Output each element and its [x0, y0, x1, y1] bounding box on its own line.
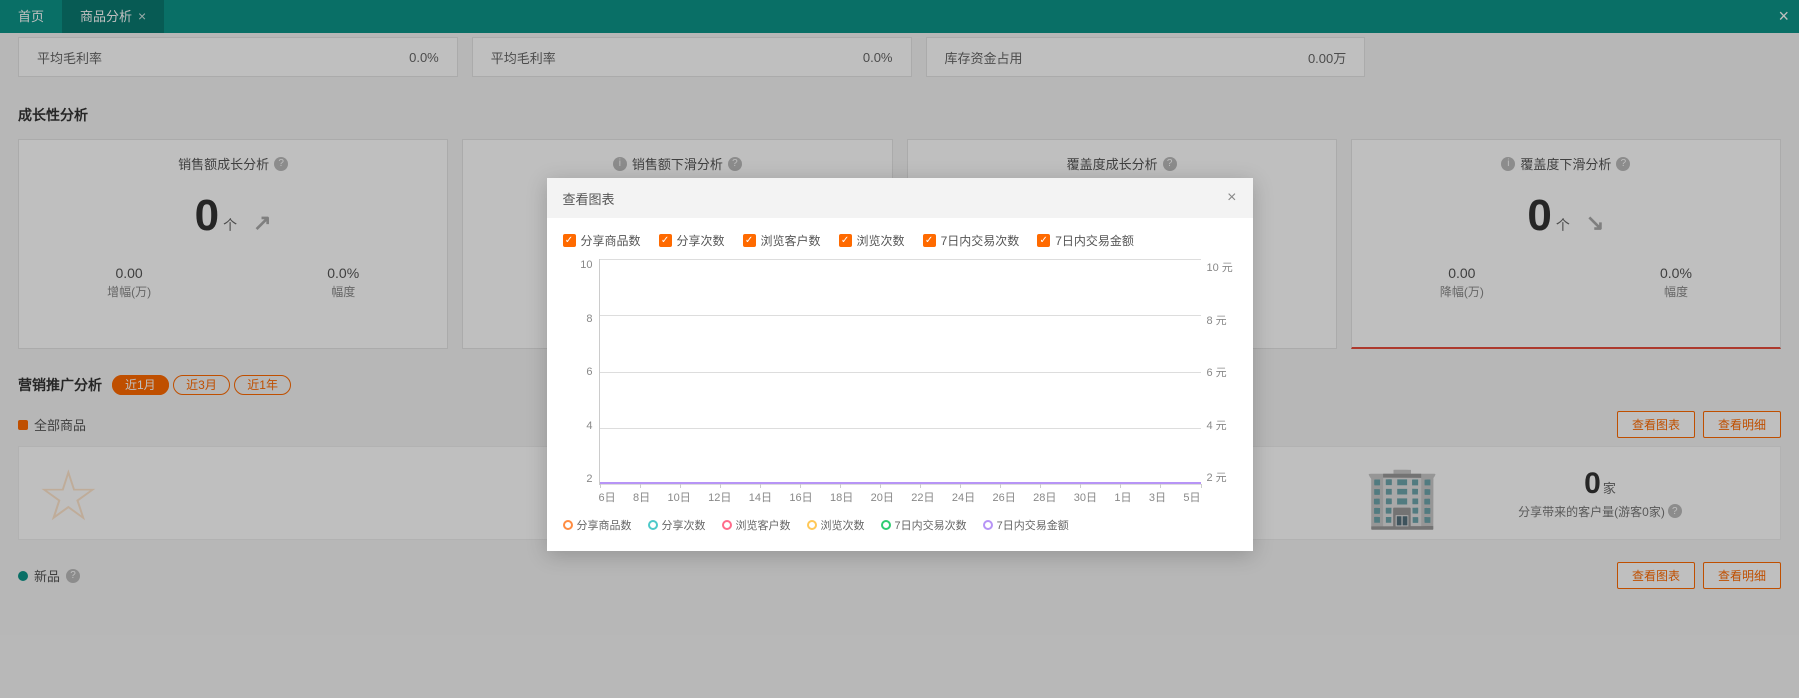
legend-item[interactable]: 分享商品数: [563, 517, 632, 533]
y-tick: 10: [563, 259, 593, 271]
gridline: [600, 259, 1201, 260]
x-tick-mark: [1120, 484, 1121, 488]
legend-marker-icon: [563, 520, 573, 530]
x-tick: 22日: [911, 489, 934, 509]
y-tick: 2 元: [1207, 469, 1237, 485]
line-chart: 10 8 6 4 2 10 元 8 元 6 元 4 元 2 元 6日 8日 10日 12日 14日 16日…: [563, 259, 1237, 509]
x-tick-mark: [1201, 484, 1202, 488]
x-tick: 3日: [1149, 489, 1166, 509]
y-tick: 10 元: [1207, 259, 1237, 275]
x-tick: 6日: [599, 489, 616, 509]
x-tick-mark: [640, 484, 641, 488]
close-icon[interactable]: ×: [1227, 189, 1236, 207]
x-tick: 12日: [708, 489, 731, 509]
modal-overlay[interactable]: 查看图表 × ✓分享商品数 ✓分享次数 ✓浏览客户数 ✓浏览次数 ✓7日内交易次…: [0, 0, 1799, 698]
checkbox-icon: ✓: [923, 234, 936, 247]
x-tick-mark: [1040, 484, 1041, 488]
checkbox-icon: ✓: [563, 234, 576, 247]
x-tick-mark: [1080, 484, 1081, 488]
series-checkbox[interactable]: ✓7日内交易次数: [923, 232, 1020, 249]
y-tick: 2: [563, 473, 593, 485]
series-checkbox[interactable]: ✓7日内交易金额: [1037, 232, 1134, 249]
x-tick-mark: [760, 484, 761, 488]
legend-item[interactable]: 浏览客户数: [722, 517, 791, 533]
y-tick: 6: [563, 366, 593, 378]
checkbox-icon: ✓: [659, 234, 672, 247]
legend-item[interactable]: 浏览次数: [807, 517, 865, 533]
gridline: [600, 372, 1201, 373]
y-tick: 4: [563, 420, 593, 432]
series-line: [600, 482, 1201, 484]
x-tick-mark: [720, 484, 721, 488]
gridline: [600, 315, 1201, 316]
x-tick: 28日: [1033, 489, 1056, 509]
legend-item[interactable]: 7日内交易金额: [983, 517, 1069, 533]
checkbox-icon: ✓: [839, 234, 852, 247]
y-tick: 4 元: [1207, 417, 1237, 433]
x-tick: 20日: [871, 489, 894, 509]
x-tick-mark: [960, 484, 961, 488]
x-tick-mark: [600, 484, 601, 488]
x-tick-mark: [920, 484, 921, 488]
y-tick: 8: [563, 313, 593, 325]
legend-marker-icon: [648, 520, 658, 530]
x-tick: 14日: [749, 489, 772, 509]
x-tick: 18日: [830, 489, 853, 509]
x-tick: 1日: [1114, 489, 1131, 509]
x-tick-mark: [800, 484, 801, 488]
legend-marker-icon: [881, 520, 891, 530]
legend-marker-icon: [983, 520, 993, 530]
x-tick: 30日: [1074, 489, 1097, 509]
series-checkbox[interactable]: ✓浏览客户数: [743, 232, 821, 249]
x-tick: 8日: [633, 489, 650, 509]
x-tick-mark: [680, 484, 681, 488]
x-tick-mark: [1000, 484, 1001, 488]
y-tick: 6 元: [1207, 364, 1237, 380]
x-tick: 10日: [668, 489, 691, 509]
series-checkbox[interactable]: ✓分享商品数: [563, 232, 641, 249]
legend-marker-icon: [807, 520, 817, 530]
x-tick: 5日: [1183, 489, 1200, 509]
x-tick: 26日: [993, 489, 1016, 509]
gridline: [600, 484, 1201, 485]
x-tick: 16日: [789, 489, 812, 509]
checkbox-icon: ✓: [743, 234, 756, 247]
x-tick-mark: [840, 484, 841, 488]
gridline: [600, 428, 1201, 429]
x-tick-mark: [1160, 484, 1161, 488]
y-tick: 8 元: [1207, 312, 1237, 328]
x-tick: 24日: [952, 489, 975, 509]
legend-item[interactable]: 7日内交易次数: [881, 517, 967, 533]
modal-title: 查看图表: [563, 189, 615, 208]
modal-header: 查看图表 ×: [547, 178, 1253, 218]
checkbox-icon: ✓: [1037, 234, 1050, 247]
x-tick-mark: [880, 484, 881, 488]
series-checkbox[interactable]: ✓浏览次数: [839, 232, 905, 249]
chart-modal: 查看图表 × ✓分享商品数 ✓分享次数 ✓浏览客户数 ✓浏览次数 ✓7日内交易次…: [547, 178, 1253, 551]
legend-item[interactable]: 分享次数: [648, 517, 706, 533]
legend-marker-icon: [722, 520, 732, 530]
series-checkbox[interactable]: ✓分享次数: [659, 232, 725, 249]
